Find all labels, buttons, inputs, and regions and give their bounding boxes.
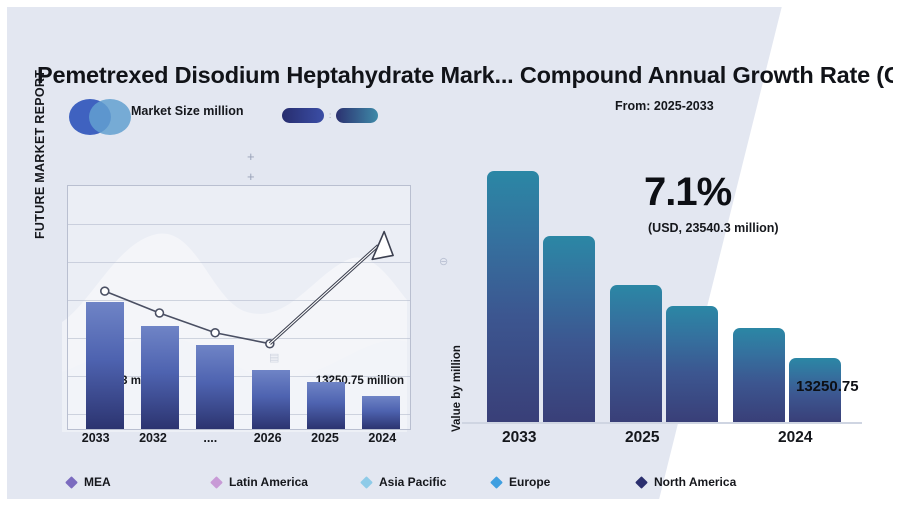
right-chart-bar [733,328,785,422]
legend-item-europe[interactable]: Europe [490,475,637,489]
plus-decoration-icon: + [247,169,255,184]
legend-item-north-america[interactable]: North America [635,475,737,489]
right-chart-baseline [462,422,862,424]
cagr-value: 7.1% [644,170,732,214]
left-chart-bar [86,302,124,429]
legend-label: North America [654,475,737,489]
left-chart-bar [362,396,400,429]
swatch-primary [282,108,324,123]
right-chart-bar [789,358,841,422]
region-legend: MEA Latin America Asia Pacific Europe No… [65,471,857,493]
left-chart-bar [252,370,290,429]
legend-diamond-icon [635,475,648,489]
legend-item-asia-pacific[interactable]: Asia Pacific [360,475,492,489]
swatch-secondary [336,108,379,123]
left-chart-bar [141,326,179,429]
brand-logo-icon [69,99,131,135]
left-chart-bar [307,382,345,429]
right-chart-data-label: 13250.75 [796,378,859,395]
legend-label: Latin America [229,475,308,489]
right-chart-plot [462,157,882,422]
x-tick: 2032 [139,431,167,445]
chart-decoration-icon: ▣ [323,373,334,385]
legend-diamond-icon [210,475,223,489]
color-swatch-group: : [282,108,379,123]
legend-diamond-icon [360,475,373,489]
legend-item-latin-america[interactable]: Latin America [210,475,362,489]
panel-decoration-icon: ▤ [269,352,280,364]
market-size-legend-label: Market Size million [131,104,244,118]
left-chart-side-label: FUTURE MARKET REPORT [33,69,47,239]
legend-label: Europe [509,475,551,489]
x-tick: 2025 [311,431,339,445]
x-tick: .... [203,431,218,445]
cagr-period-label: From: 2025-2033 [615,99,714,113]
legend-diamond-icon [490,475,503,489]
x-tick: 2025 [625,429,660,446]
x-tick: 2024 [368,431,397,445]
right-chart-bar [666,306,718,422]
swatch-separator: : [329,111,332,120]
left-chart-bar [196,345,234,429]
legend-label: MEA [84,475,111,489]
x-tick: 2024 [778,429,813,446]
right-chart-bar [543,236,595,422]
right-chart-bar [610,285,662,422]
cagr-subtitle: (USD, 23540.3 million) [648,221,779,235]
x-tick: 2033 [81,431,110,445]
minus-circle-decoration-icon: ⊖ [439,256,449,268]
right-chart-bar [487,171,539,422]
left-chart-x-axis: 2033 2032 .... 2026 2025 2024 [67,431,411,445]
left-chart-plot: 23540.3 million 13250.75 million [67,185,411,430]
legend-diamond-icon [65,475,78,489]
plus-decoration-icon: + [247,149,255,164]
legend-item-mea[interactable]: MEA [65,475,212,489]
x-tick: 2026 [253,431,282,445]
left-chart-trend-overlay [100,230,394,349]
legend-label: Asia Pacific [379,475,447,489]
x-tick: 2033 [502,429,537,446]
page-title: Pemetrexed Disodium Heptahydrate Mark...… [37,62,900,88]
